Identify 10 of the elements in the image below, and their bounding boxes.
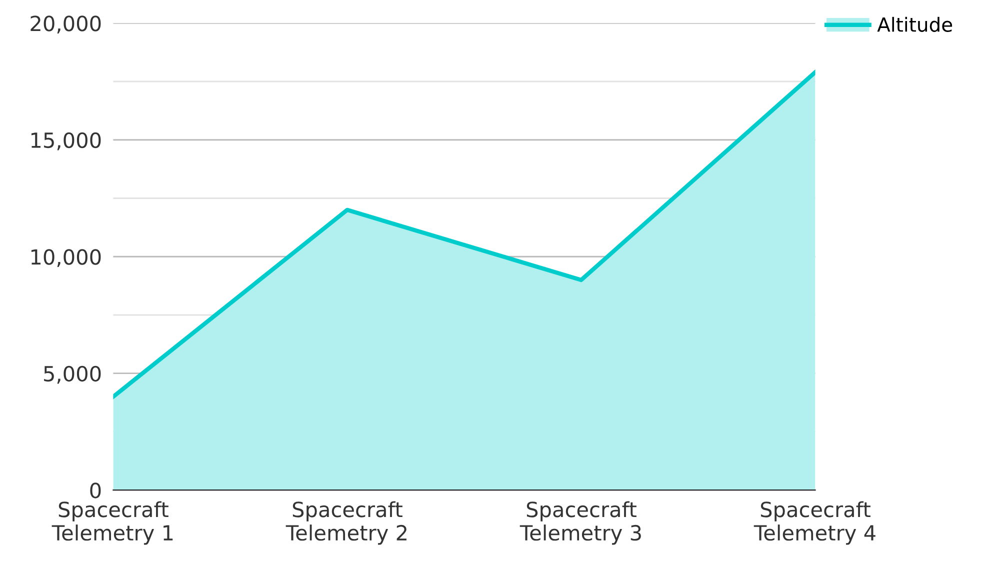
y-tick-label: 10,000 xyxy=(31,249,101,267)
x-tick-label: Spacecraft Telemetry 4 xyxy=(754,501,876,545)
legend-label: Altitude xyxy=(877,16,952,32)
x-tick-label: Spacecraft Telemetry 2 xyxy=(286,501,406,545)
x-tick-label: Spacecraft Telemetry 1 xyxy=(52,501,173,545)
x-tick-label: Spacecraft Telemetry 3 xyxy=(520,501,641,545)
y-tick-label: 15,000 xyxy=(31,132,101,150)
y-tick-label: 20,000 xyxy=(30,16,101,34)
y-tick-label: 0 xyxy=(90,482,101,498)
y-tick-label: 5,000 xyxy=(44,366,101,384)
